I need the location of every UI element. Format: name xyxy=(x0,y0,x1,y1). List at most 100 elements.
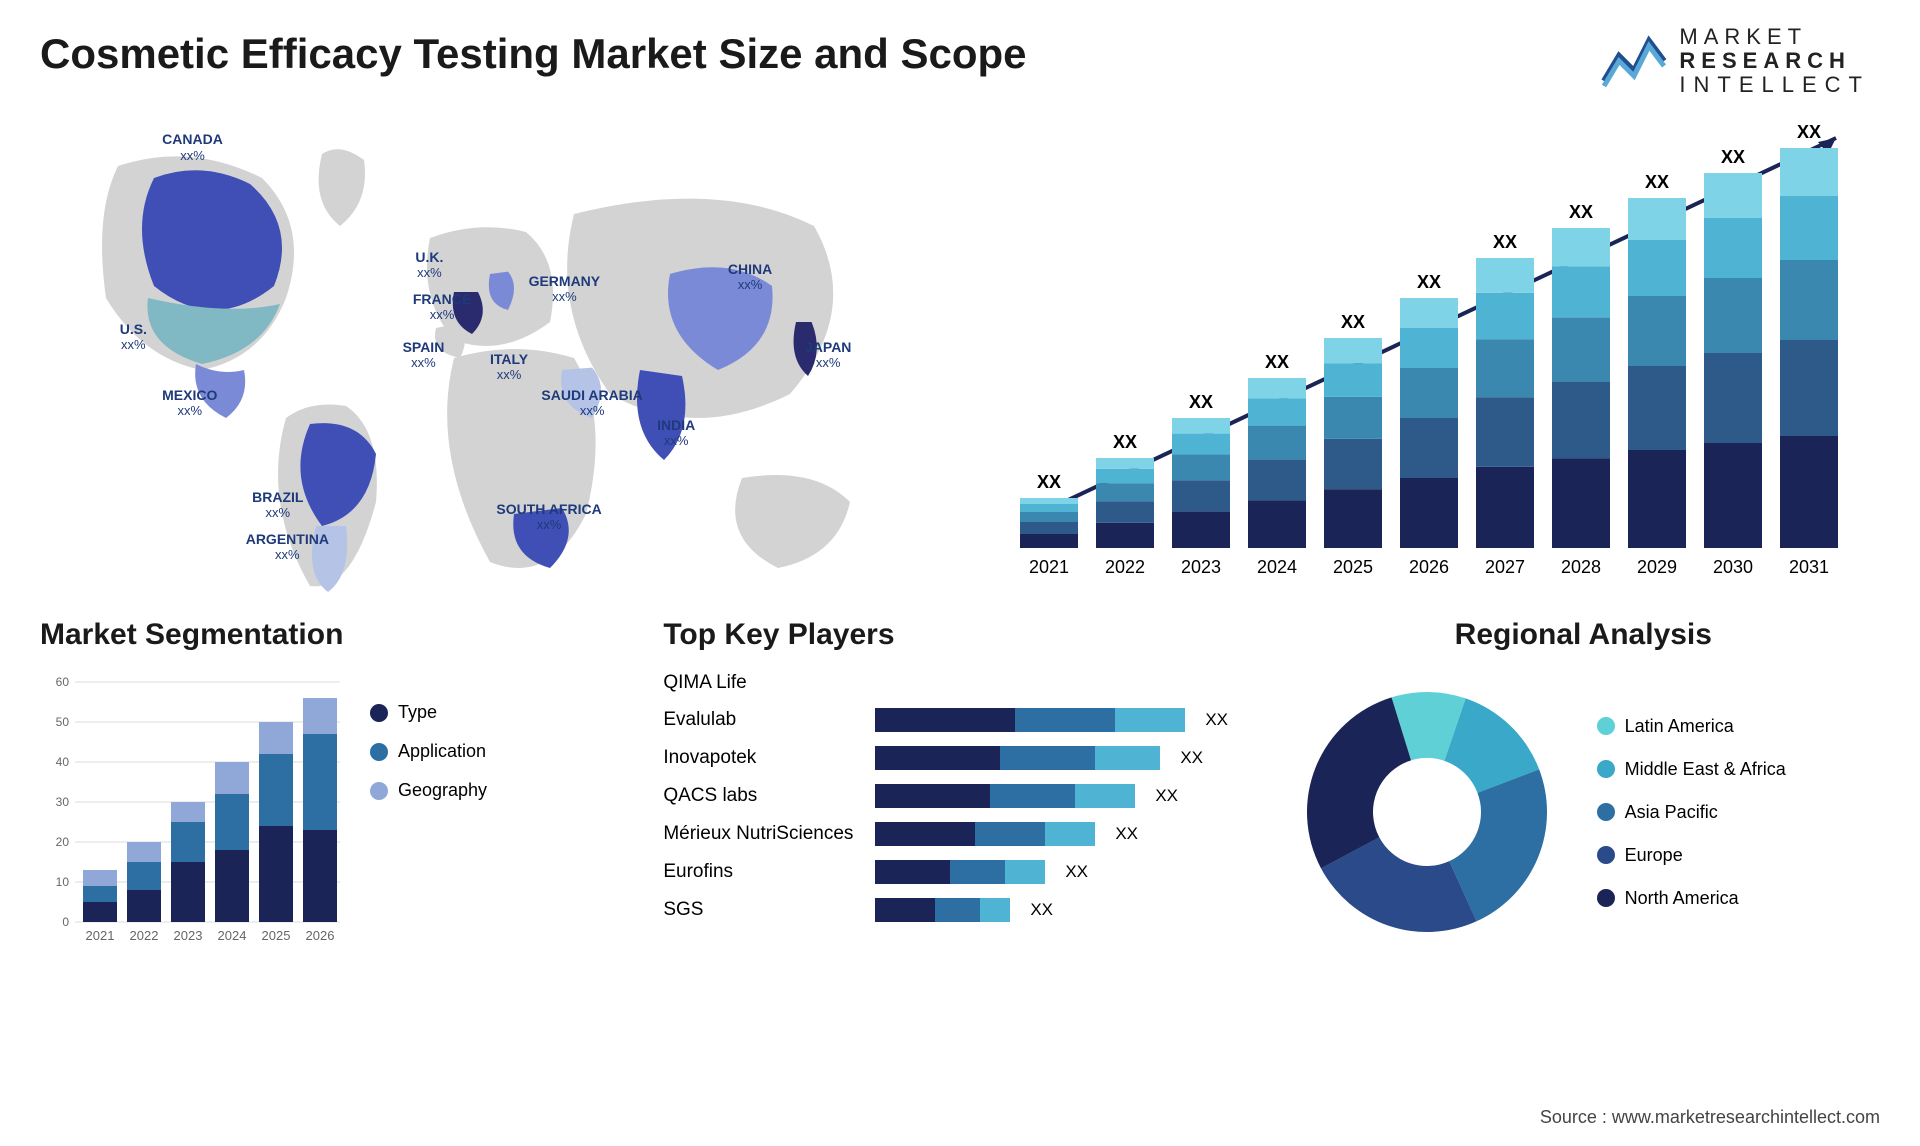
svg-text:XX: XX xyxy=(1341,312,1365,332)
logo-line1: MARKET xyxy=(1679,25,1870,49)
svg-text:2022: 2022 xyxy=(1105,557,1145,577)
player-bar-segment xyxy=(875,708,1015,732)
svg-text:30: 30 xyxy=(56,795,70,809)
player-row: Mérieux NutriSciences XX xyxy=(663,822,1256,846)
player-row: QIMA Life xyxy=(663,672,1256,694)
map-label: GERMANYxx% xyxy=(529,274,601,305)
legend-item: Latin America xyxy=(1597,716,1786,737)
svg-text:10: 10 xyxy=(56,875,70,889)
player-name: SGS xyxy=(663,899,863,921)
player-bar-segment xyxy=(1045,822,1095,846)
legend-dot xyxy=(1597,717,1615,735)
legend-dot xyxy=(1597,846,1615,864)
key-players-list: QIMA Life EvalulabXX Inovapotek XX QACS labs… xyxy=(663,672,1256,922)
player-value: XX xyxy=(1065,862,1088,882)
player-name: Mérieux NutriSciences xyxy=(663,823,863,845)
svg-text:2028: 2028 xyxy=(1561,557,1601,577)
svg-text:50: 50 xyxy=(56,715,70,729)
map-label: MEXICOxx% xyxy=(162,388,217,419)
player-value: XX xyxy=(1030,900,1053,920)
player-value: XX xyxy=(1205,710,1228,730)
legend-item: Type xyxy=(370,702,487,723)
map-label: FRANCExx% xyxy=(413,292,471,323)
logo-icon xyxy=(1599,31,1669,91)
player-name: QACS labs xyxy=(663,785,863,807)
player-bar-segment xyxy=(975,822,1045,846)
map-label: JAPANxx% xyxy=(805,340,851,371)
logo-line3: INTELLECT xyxy=(1679,73,1870,97)
player-bar-segment xyxy=(875,860,950,884)
player-bar-segment xyxy=(990,784,1075,808)
svg-text:XX: XX xyxy=(1113,432,1137,452)
map-label: ARGENTINAxx% xyxy=(246,532,329,563)
svg-text:20: 20 xyxy=(56,835,70,849)
legend-label: Type xyxy=(398,702,437,723)
segmentation-chart: 0102030405060202120222023202420252026 xyxy=(40,672,350,952)
segmentation-legend: Type Application Geography xyxy=(370,702,487,952)
svg-text:2021: 2021 xyxy=(86,928,115,943)
key-players-title: Top Key Players xyxy=(663,618,1256,652)
map-label: U.K.xx% xyxy=(415,250,443,281)
player-row: EurofinsXX xyxy=(663,860,1256,884)
legend-dot xyxy=(1597,889,1615,907)
svg-text:XX: XX xyxy=(1417,272,1441,292)
legend-dot xyxy=(370,743,388,761)
legend-label: North America xyxy=(1625,888,1739,909)
legend-label: Latin America xyxy=(1625,716,1734,737)
svg-text:2026: 2026 xyxy=(306,928,335,943)
svg-text:2025: 2025 xyxy=(1333,557,1373,577)
svg-text:2027: 2027 xyxy=(1485,557,1525,577)
svg-text:2025: 2025 xyxy=(262,928,291,943)
key-players-panel: Top Key Players QIMA Life EvalulabXX Inova… xyxy=(663,618,1256,952)
svg-text:40: 40 xyxy=(56,755,70,769)
map-label: SOUTH AFRICAxx% xyxy=(496,502,601,533)
svg-text:2021: 2021 xyxy=(1029,557,1069,577)
player-bar-segment xyxy=(935,898,980,922)
svg-text:2024: 2024 xyxy=(1257,557,1297,577)
svg-text:0: 0 xyxy=(62,915,69,929)
svg-text:2026: 2026 xyxy=(1409,557,1449,577)
svg-text:2023: 2023 xyxy=(174,928,203,943)
player-row: QACS labsXX xyxy=(663,784,1256,808)
svg-text:XX: XX xyxy=(1493,232,1517,252)
legend-item: North America xyxy=(1597,888,1786,909)
player-bar-segment xyxy=(1075,784,1135,808)
player-value: XX xyxy=(1180,748,1203,768)
player-name: QIMA Life xyxy=(663,672,863,694)
player-value: XX xyxy=(1115,824,1138,844)
player-name: Inovapotek xyxy=(663,747,863,769)
player-bar-segment xyxy=(980,898,1010,922)
map-label: CANADAxx% xyxy=(162,132,223,163)
svg-text:XX: XX xyxy=(1265,352,1289,372)
svg-text:XX: XX xyxy=(1189,392,1213,412)
segmentation-title: Market Segmentation xyxy=(40,618,633,652)
svg-text:XX: XX xyxy=(1797,122,1821,142)
player-bar xyxy=(875,860,1045,884)
map-label: INDIAxx% xyxy=(657,418,695,449)
logo-line2: RESEARCH xyxy=(1679,49,1870,73)
player-bar-segment xyxy=(1015,708,1115,732)
player-bar-segment xyxy=(1115,708,1185,732)
svg-text:60: 60 xyxy=(56,675,70,689)
player-bar-segment xyxy=(875,898,935,922)
legend-dot xyxy=(370,704,388,722)
legend-dot xyxy=(370,782,388,800)
legend-item: Middle East & Africa xyxy=(1597,759,1786,780)
map-label: CHINAxx% xyxy=(728,262,772,293)
player-row: EvalulabXX xyxy=(663,708,1256,732)
legend-dot xyxy=(1597,803,1615,821)
svg-text:XX: XX xyxy=(1569,202,1593,222)
legend-label: Geography xyxy=(398,780,487,801)
source-text: Source : www.marketresearchintellect.com xyxy=(1540,1107,1880,1128)
svg-text:2022: 2022 xyxy=(130,928,159,943)
legend-label: Asia Pacific xyxy=(1625,802,1718,823)
segmentation-panel: Market Segmentation 0 10 20 30 40 50 60 2021 202… xyxy=(40,618,633,952)
svg-text:2023: 2023 xyxy=(1181,557,1221,577)
svg-text:2030: 2030 xyxy=(1713,557,1753,577)
legend-item: Application xyxy=(370,741,487,762)
player-row: SGS XX xyxy=(663,898,1256,922)
map-label: U.S.xx% xyxy=(120,322,147,353)
forecast-chart-panel: XX 2021 XX 2022 XX 2023 XX 2024 XX 2025 XX 2026 XX 20… xyxy=(980,118,1880,598)
legend-label: Middle East & Africa xyxy=(1625,759,1786,780)
player-bar xyxy=(875,708,1185,732)
